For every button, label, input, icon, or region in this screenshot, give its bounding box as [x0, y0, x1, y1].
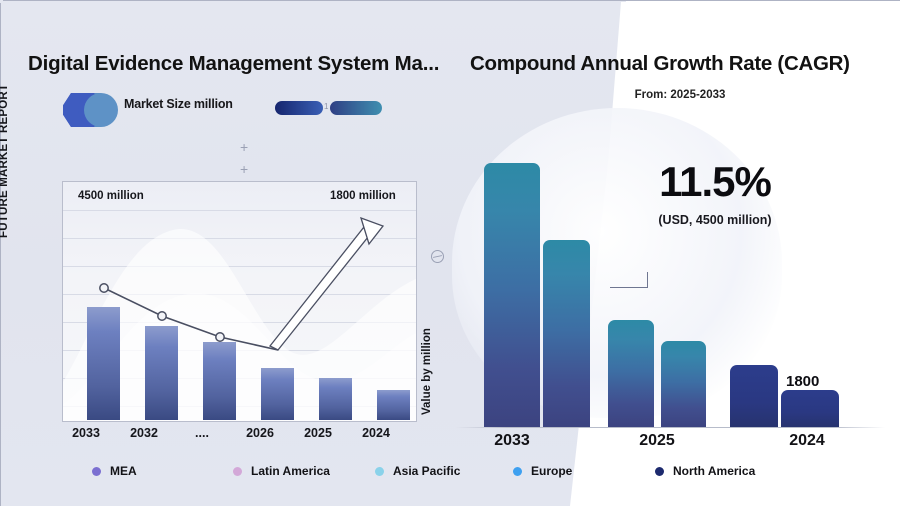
- left-chart-start-label: 4500 million: [78, 190, 144, 202]
- right-chart-baseline: [455, 427, 885, 428]
- left-bar: [87, 307, 120, 420]
- right-x-label: 2024: [789, 432, 825, 449]
- legend-pill-separator: 1: [324, 102, 329, 111]
- page-title-left: Digital Evidence Management System Ma...: [28, 52, 440, 75]
- left-x-label: 2024: [362, 426, 390, 440]
- right-bar: [730, 365, 778, 427]
- legend-item-north-america[interactable]: North America: [655, 464, 755, 478]
- legend-dot-icon: [513, 466, 522, 476]
- legend-dot-icon: [92, 466, 101, 476]
- cagr-note: (USD, 4500 million): [658, 213, 772, 227]
- right-bar: [484, 163, 540, 427]
- brand-logo-icon: [60, 93, 119, 127]
- decorative-corner-mark: [610, 272, 648, 288]
- left-bar: [145, 326, 178, 420]
- cagr-value: 11.5%: [659, 158, 772, 205]
- left-chart-axis-title: FUTURE MARKET REPORT: [0, 83, 10, 238]
- right-bar-value-label: 1800: [786, 373, 820, 390]
- left-chart-end-label: 1800 million: [330, 190, 396, 202]
- legend-label: North America: [673, 464, 756, 478]
- right-chart-axis-title: Value by million: [421, 328, 433, 415]
- right-bar: [661, 341, 706, 427]
- left-chart-plot-area: [62, 181, 417, 422]
- right-x-label: 2025: [639, 432, 675, 449]
- legend-item-mea[interactable]: MEA: [92, 464, 137, 478]
- left-x-label: 2025: [304, 426, 332, 440]
- left-x-label: 2026: [246, 426, 274, 440]
- plus-mark-icon: +: [240, 161, 249, 177]
- plus-mark-icon: +: [240, 139, 249, 155]
- right-x-label: 2033: [494, 432, 530, 449]
- left-bar: [377, 390, 410, 420]
- no-entry-icon: [431, 250, 444, 263]
- subtitle-date-range: From: 2025-2033: [634, 89, 726, 101]
- right-bar: [543, 240, 590, 427]
- legend-dot-icon: [233, 466, 242, 476]
- left-chart-trend-line: [99, 216, 385, 351]
- legend-item-europe[interactable]: Europe: [513, 464, 572, 478]
- legend-pill-secondary: [330, 101, 382, 115]
- page-title-right: Compound Annual Growth Rate (CAGR): [470, 52, 850, 75]
- left-x-label: 2032: [130, 426, 158, 440]
- right-bar: [608, 320, 654, 427]
- legend-dot-icon: [375, 466, 384, 476]
- legend-label: Asia Pacific: [393, 464, 461, 478]
- left-bar: [203, 342, 236, 420]
- left-x-label: 2033: [72, 426, 100, 440]
- market-size-label: Market Size million: [124, 97, 233, 111]
- left-bar: [319, 378, 352, 420]
- legend-pill-primary: [275, 101, 323, 115]
- legend-dot-icon: [655, 466, 664, 476]
- legend-label: Latin America: [251, 464, 330, 478]
- legend-item-asia-pacific[interactable]: Asia Pacific: [375, 464, 460, 478]
- left-bar: [261, 368, 294, 420]
- legend-item-latin-america[interactable]: Latin America: [233, 464, 330, 478]
- right-bar: [781, 390, 839, 427]
- left-x-label: ....: [195, 426, 209, 440]
- legend-label: Europe: [531, 464, 573, 478]
- legend-label: MEA: [110, 464, 137, 478]
- legend: MEA Latin America Asia Pacific Europe No…: [0, 464, 900, 490]
